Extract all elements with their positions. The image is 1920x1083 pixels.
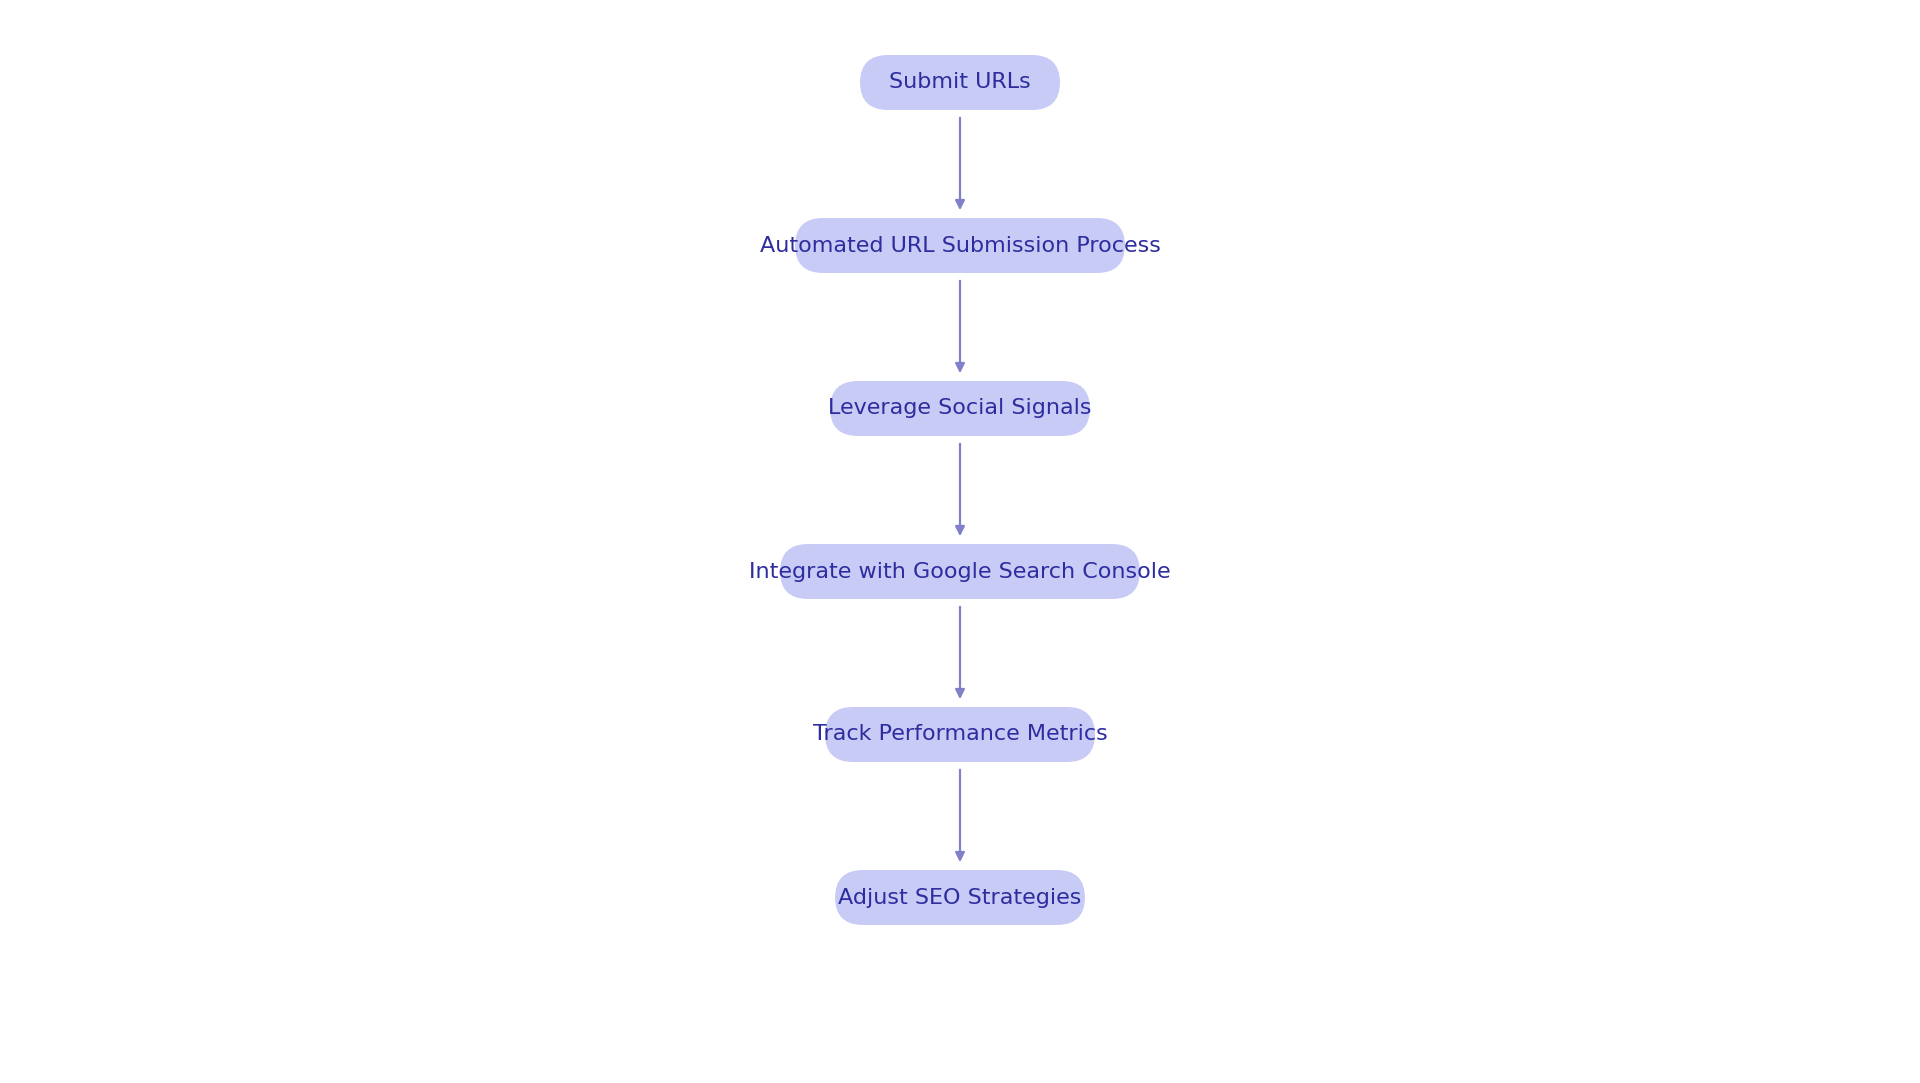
FancyBboxPatch shape bbox=[829, 381, 1091, 436]
Text: Integrate with Google Search Console: Integrate with Google Search Console bbox=[749, 561, 1171, 582]
Text: Track Performance Metrics: Track Performance Metrics bbox=[812, 725, 1108, 744]
Text: Leverage Social Signals: Leverage Social Signals bbox=[828, 399, 1092, 418]
FancyBboxPatch shape bbox=[795, 218, 1125, 273]
FancyBboxPatch shape bbox=[835, 870, 1085, 925]
FancyBboxPatch shape bbox=[780, 544, 1140, 599]
Text: Adjust SEO Strategies: Adjust SEO Strategies bbox=[839, 887, 1081, 908]
Text: Submit URLs: Submit URLs bbox=[889, 73, 1031, 92]
Text: Automated URL Submission Process: Automated URL Submission Process bbox=[760, 235, 1160, 256]
FancyBboxPatch shape bbox=[860, 55, 1060, 110]
FancyBboxPatch shape bbox=[826, 707, 1094, 762]
